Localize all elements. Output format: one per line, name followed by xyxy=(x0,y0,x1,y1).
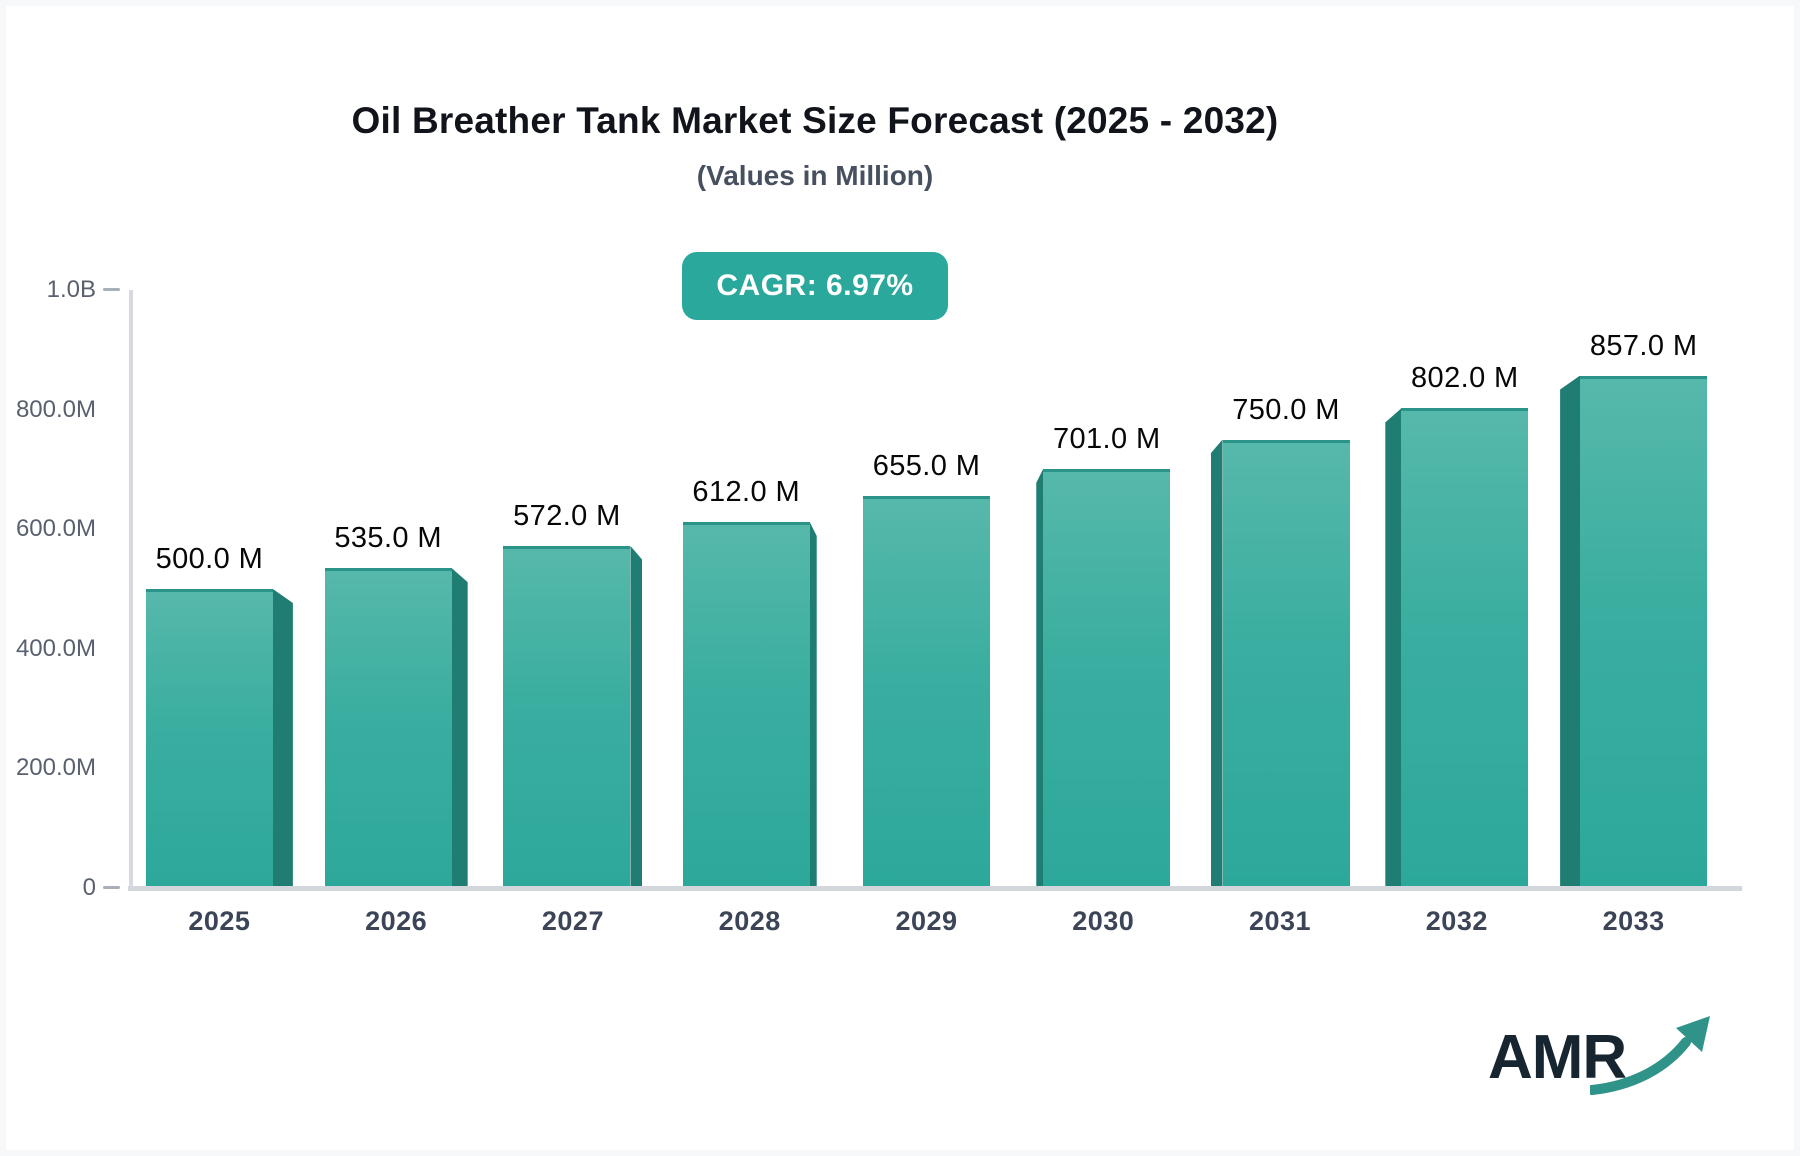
x-axis-label-2026: 2026 xyxy=(365,906,428,936)
bar-value-label: 612.0 M xyxy=(692,476,801,509)
bar-value-label: 701.0 M xyxy=(1052,422,1161,455)
bar-2033[interactable] xyxy=(1580,375,1708,888)
y-axis-label: 0 xyxy=(82,874,96,901)
page-subtitle: (Values in Million) xyxy=(696,160,934,191)
x-axis-label-2032: 2032 xyxy=(1425,906,1488,936)
x-axis-line xyxy=(128,886,1742,891)
bar-side-face xyxy=(1560,375,1581,888)
bar-value-label: 655.0 M xyxy=(872,450,981,483)
y-axis-label: 400.0M xyxy=(15,634,96,662)
cagr-badge-wrap: CAGR: 6.97% xyxy=(0,252,1630,320)
x-axis-label-2033: 2033 xyxy=(1602,906,1665,936)
y-axis-tick xyxy=(103,886,120,889)
x-axis-label-2031: 2031 xyxy=(1249,906,1312,936)
bar-value-label: 500.0 M xyxy=(155,543,264,575)
bar-side-face xyxy=(1036,468,1044,888)
x-axis-label-2028: 2028 xyxy=(718,906,781,936)
growth-arrow-icon xyxy=(1590,1016,1710,1095)
bar-2032[interactable] xyxy=(1401,408,1529,888)
bar-side-face xyxy=(451,568,468,888)
bar-2030[interactable] xyxy=(1043,468,1171,888)
bar-2025[interactable] xyxy=(145,589,273,888)
cagr-badge: CAGR: 6.97% xyxy=(682,252,948,320)
bar-2027[interactable] xyxy=(503,545,631,888)
bar-side-face xyxy=(809,522,817,888)
amr-logo-text: AMR xyxy=(1488,1023,1627,1092)
bar-side-face xyxy=(1210,439,1223,888)
bar-value-label: 535.0 M xyxy=(334,522,442,555)
y-axis-label: 200.0M xyxy=(15,754,96,782)
y-axis-tick xyxy=(103,288,120,291)
bar-side-face xyxy=(272,589,293,888)
x-axis-label-2030: 2030 xyxy=(1072,906,1135,936)
y-axis-label: 800.0M xyxy=(15,395,96,423)
bar-2031[interactable] xyxy=(1222,439,1350,888)
x-axis-label-2027: 2027 xyxy=(541,906,604,936)
bar-2026[interactable] xyxy=(324,568,452,888)
bar-value-label: 750.0 M xyxy=(1232,393,1340,426)
bar-side-face xyxy=(630,545,643,888)
bar-value-label: 802.0 M xyxy=(1411,362,1519,395)
bar-value-label: 572.0 M xyxy=(513,499,621,532)
x-axis-label-2029: 2029 xyxy=(895,906,958,936)
y-axis-label: 1.0B xyxy=(46,276,96,303)
bar-value-label: 857.0 M xyxy=(1589,329,1698,362)
bar-side-face xyxy=(1385,408,1402,888)
bar-2028[interactable] xyxy=(682,522,810,888)
bar-2029[interactable] xyxy=(863,496,990,888)
amr-logo: AMR xyxy=(1488,1014,1710,1104)
y-axis-line xyxy=(129,290,133,889)
y-axis-label: 600.0M xyxy=(15,515,96,543)
x-axis-label-2025: 2025 xyxy=(188,906,251,936)
page-title: Oil Breather Tank Market Size Forecast (… xyxy=(351,100,1279,141)
